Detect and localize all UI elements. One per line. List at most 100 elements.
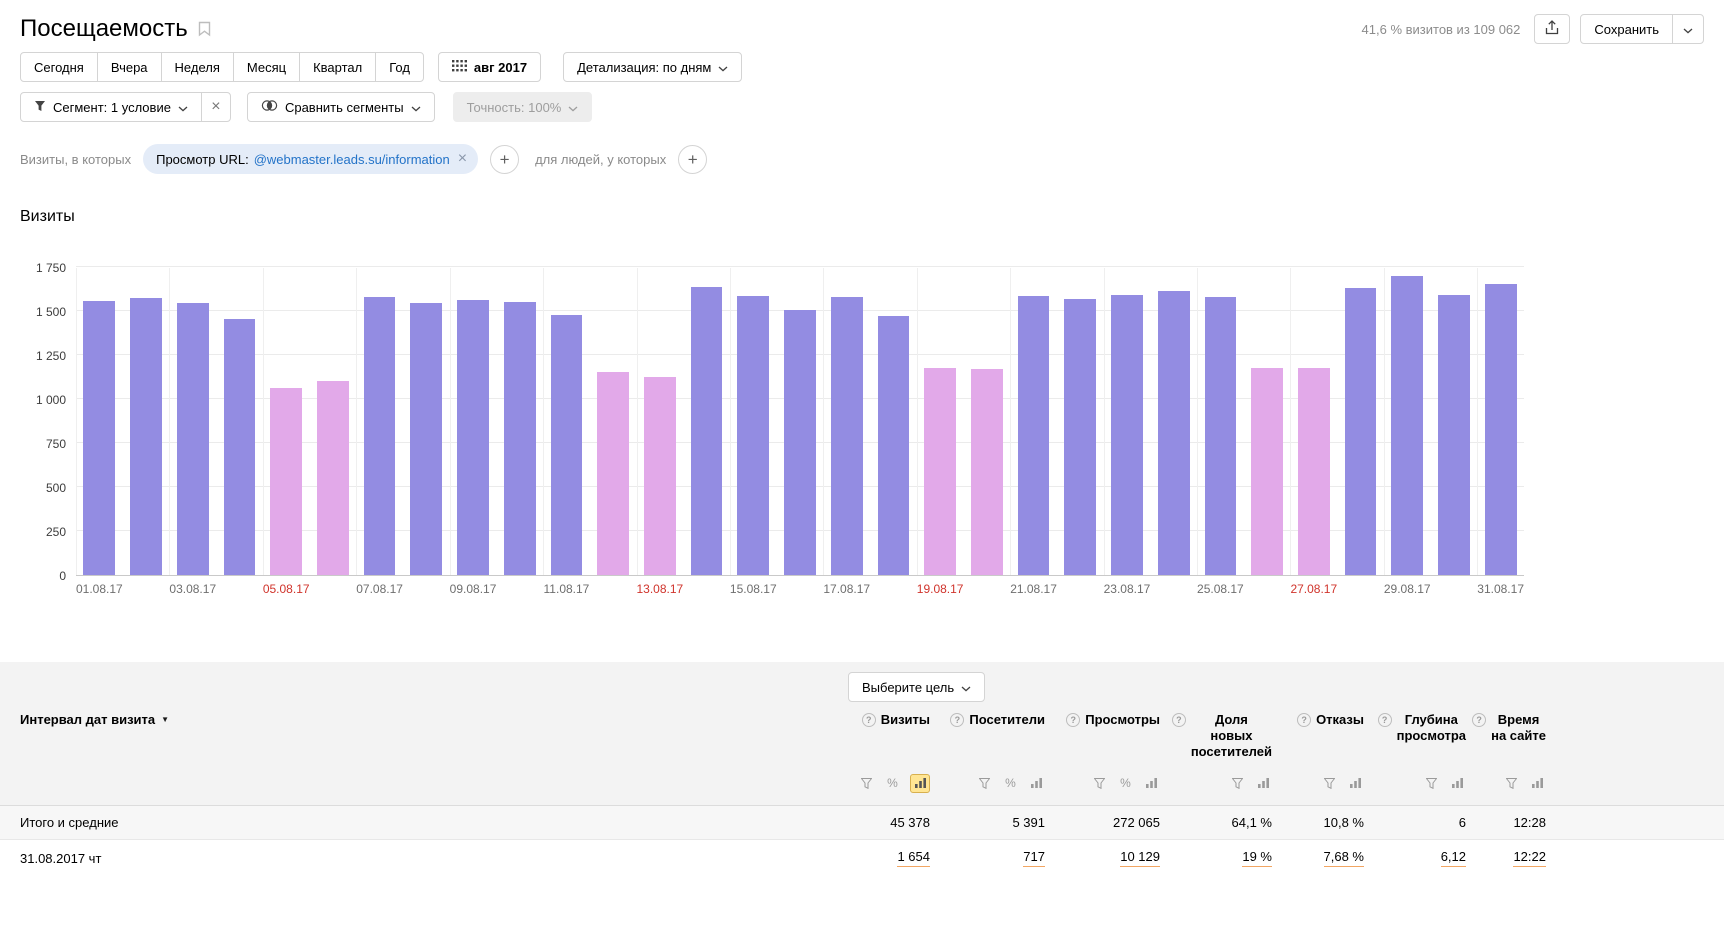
y-axis-label: 0 <box>59 569 66 583</box>
bar-23.08.17[interactable] <box>1111 294 1143 575</box>
value-text[interactable]: 6,12 <box>1440 849 1466 868</box>
calendar-button[interactable]: авг 2017 <box>437 52 542 82</box>
bar-20.08.17[interactable] <box>970 368 1003 575</box>
compare-segments-button[interactable]: Сравнить сегменты <box>246 92 435 122</box>
chart-filter-icon[interactable] <box>1143 775 1160 792</box>
accuracy-button[interactable]: Точность: 100% <box>452 92 593 122</box>
bar-08.08.17[interactable] <box>410 302 443 575</box>
bar-11.08.17[interactable] <box>550 315 583 575</box>
value-text[interactable]: 717 <box>1023 849 1045 868</box>
cell-7: 12:28 <box>1466 815 1546 830</box>
url-filter-chip[interactable]: Просмотр URL: @webmaster.leads.su/inform… <box>143 144 479 174</box>
bar-05.08.17[interactable] <box>270 388 303 575</box>
bar-17.08.17[interactable] <box>830 297 863 575</box>
column-header-6[interactable]: ? Глубина просмотра <box>1364 712 1466 744</box>
bar-04.08.17[interactable] <box>223 318 256 575</box>
period-tab-6[interactable]: Год <box>375 52 424 82</box>
chart-filter-icon[interactable] <box>1347 775 1364 792</box>
chart-filter-icon[interactable] <box>1255 775 1272 792</box>
bar-09.08.17[interactable] <box>457 300 489 575</box>
help-icon[interactable]: ? <box>1377 713 1392 727</box>
column-header-2[interactable]: ? Посетители <box>930 712 1045 728</box>
bar-25.08.17[interactable] <box>1204 296 1237 575</box>
bookmark-icon[interactable] <box>198 21 211 37</box>
period-tab-1[interactable]: Сегодня <box>20 52 98 82</box>
funnel-filter-icon[interactable] <box>976 775 993 792</box>
help-icon[interactable]: ? <box>861 713 876 727</box>
column-header-5[interactable]: ? Отказы <box>1272 712 1364 728</box>
bar-01.08.17[interactable] <box>83 301 116 575</box>
chart-filter-icon[interactable] <box>1529 775 1546 792</box>
bar-15.08.17[interactable] <box>737 295 770 575</box>
bar-19.08.17[interactable] <box>924 367 956 575</box>
help-icon[interactable]: ? <box>1297 713 1312 727</box>
period-tab-3[interactable]: Неделя <box>160 52 234 82</box>
chart-plot <box>76 266 1524 576</box>
help-icon[interactable]: ? <box>1171 713 1186 727</box>
funnel-filter-icon[interactable] <box>858 775 875 792</box>
period-tabs: Сегодня Вчера Неделя Месяц Квартал Год <box>20 52 424 82</box>
bar-10.08.17[interactable] <box>503 302 536 575</box>
top-bar: Посещаемость 41,6 % визитов из 109 062 С… <box>0 0 1724 46</box>
bar-02.08.17[interactable] <box>130 298 162 575</box>
column-header-1[interactable]: ? Визиты <box>845 712 930 728</box>
column-header-7[interactable]: ? Время на сайте <box>1466 712 1546 744</box>
top-right-controls: 41,6 % визитов из 109 062 Сохранить <box>1362 14 1704 44</box>
cell-1: 1 654 <box>845 849 930 868</box>
bar-28.08.17[interactable] <box>1344 287 1377 575</box>
date-interval-sort-header[interactable]: Интервал дат визита ▼ <box>0 712 845 727</box>
bar-27.08.17[interactable] <box>1297 368 1330 575</box>
bar-16.08.17[interactable] <box>784 309 816 575</box>
chart-filter-icon[interactable] <box>1028 775 1045 792</box>
period-tab-4[interactable]: Месяц <box>232 52 301 82</box>
help-icon[interactable]: ? <box>1472 713 1487 727</box>
bar-13.08.17[interactable] <box>643 377 676 575</box>
help-icon[interactable]: ? <box>1066 713 1081 727</box>
period-tab-5[interactable]: Квартал <box>299 52 377 82</box>
value-text[interactable]: 19 % <box>1242 849 1272 868</box>
export-button[interactable] <box>1534 14 1571 44</box>
detail-dropdown[interactable]: Детализация: по дням <box>563 52 743 82</box>
chart-filter-icon[interactable] <box>1449 775 1466 792</box>
segment-button[interactable]: Сегмент: 1 условие <box>20 92 202 122</box>
funnel-filter-icon[interactable] <box>1321 775 1338 792</box>
segment-clear-button[interactable]: × <box>200 92 231 122</box>
bar-29.08.17[interactable] <box>1391 275 1424 575</box>
value-text[interactable]: 1 654 <box>897 849 930 868</box>
bar-21.08.17[interactable] <box>1017 295 1050 575</box>
chart-filter-icon[interactable] <box>910 773 930 793</box>
bar-07.08.17[interactable] <box>363 297 396 575</box>
column-header-4[interactable]: ? Доля новых посетителей <box>1160 712 1272 760</box>
bar-14.08.17[interactable] <box>690 286 723 575</box>
value-text[interactable]: 7,68 % <box>1323 849 1364 868</box>
percent-filter-icon[interactable]: % <box>1120 776 1131 791</box>
value-text[interactable]: 12:22 <box>1513 849 1546 868</box>
chip-remove-icon[interactable]: × <box>457 150 468 167</box>
bar-12.08.17[interactable] <box>597 372 630 575</box>
bar-06.08.17[interactable] <box>317 381 349 575</box>
percent-filter-icon[interactable]: % <box>887 776 898 791</box>
funnel-filter-icon[interactable] <box>1229 775 1246 792</box>
bar-18.08.17[interactable] <box>877 315 910 575</box>
add-visit-condition-button[interactable]: + <box>490 144 520 174</box>
bar-22.08.17[interactable] <box>1064 299 1097 575</box>
funnel-filter-icon[interactable] <box>1503 775 1520 792</box>
choose-goal-button[interactable]: Выберите цель <box>848 672 986 702</box>
bar-03.08.17[interactable] <box>176 302 209 575</box>
column-header-3[interactable]: ? Просмотры <box>1045 712 1160 728</box>
period-tab-2[interactable]: Вчера <box>96 52 162 82</box>
add-people-condition-button[interactable]: + <box>678 144 708 174</box>
percent-filter-icon[interactable]: % <box>1005 776 1016 791</box>
funnel-filter-icon[interactable] <box>1423 775 1440 792</box>
help-icon[interactable]: ? <box>950 713 965 727</box>
bar-31.08.17[interactable] <box>1484 283 1517 575</box>
chip-url-link[interactable]: @webmaster.leads.su/information <box>253 151 450 167</box>
funnel-filter-icon[interactable] <box>1091 775 1108 792</box>
save-button[interactable]: Сохранить <box>1580 14 1673 44</box>
bar-30.08.17[interactable] <box>1438 294 1470 575</box>
value-text[interactable]: 10 129 <box>1120 849 1160 868</box>
bar-24.08.17[interactable] <box>1157 291 1190 575</box>
chip-prefix: Просмотр URL: <box>156 151 249 167</box>
bar-26.08.17[interactable] <box>1251 368 1283 575</box>
save-dropdown-button[interactable] <box>1672 14 1704 44</box>
